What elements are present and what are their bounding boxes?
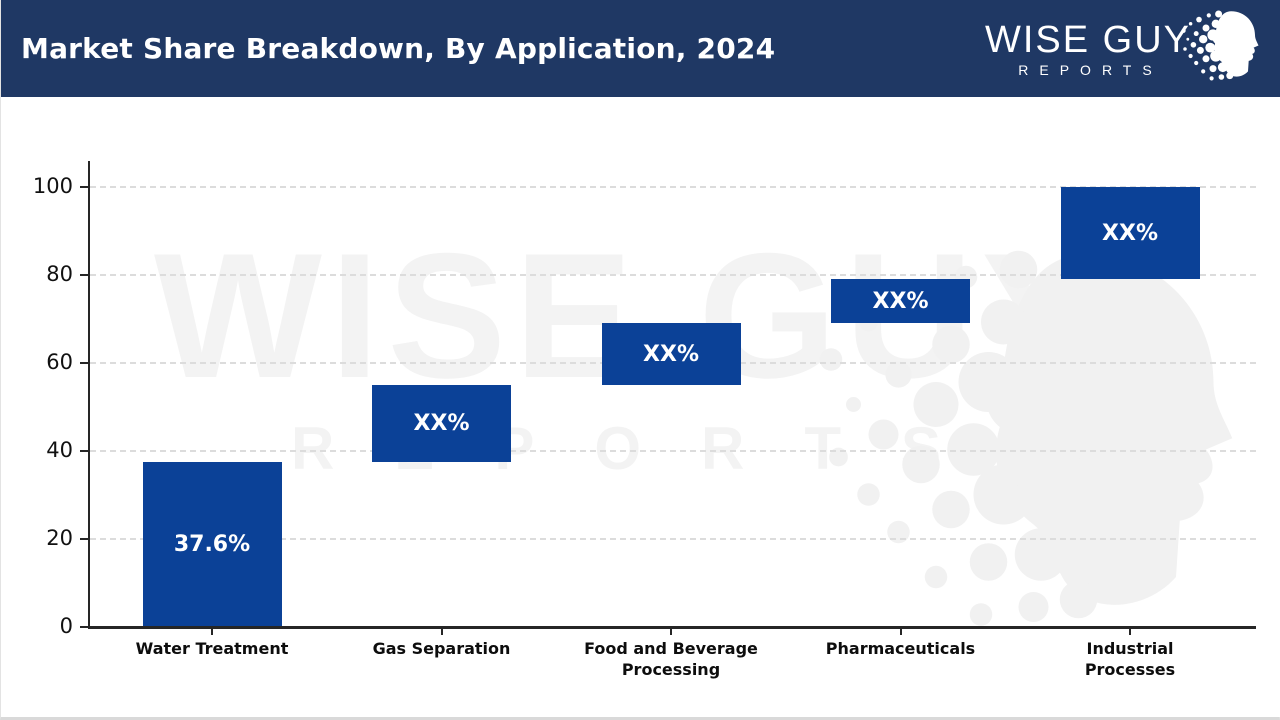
gridline-100 [90, 186, 1256, 188]
x-tick-industrial-processes [1129, 627, 1131, 635]
gridline-40 [90, 450, 1256, 452]
category-label-water-treatment: Water Treatment [135, 639, 289, 658]
y-tick-label-80: 80 [46, 262, 73, 286]
bar-water-treatment: 37.6% [142, 461, 282, 627]
y-tick-40 [80, 450, 89, 452]
category-label-gas-separation: Gas Separation [372, 639, 511, 658]
y-axis-line [88, 161, 90, 627]
x-tick-gas-separation [440, 627, 443, 635]
brand-logo: WISE GUY REPORTS [985, 7, 1263, 91]
y-tick-label-40: 40 [46, 438, 73, 462]
bar-industrial-processes: XX% [1060, 187, 1200, 280]
y-tick-80 [80, 274, 89, 276]
header: Market Share Breakdown, By Application, … [1, 0, 1280, 97]
category-label-industrial-processes: Industrial Processes [1084, 639, 1176, 679]
chart-area: WISE GUY REPORTS 0 20 40 60 80 100 37.6% Water … [1, 97, 1280, 717]
y-tick-100 [80, 186, 89, 188]
gridline-20 [90, 538, 1256, 540]
x-tick-water-treatment [211, 627, 213, 635]
bar-value-label-water-treatment: 37.6% [173, 531, 251, 557]
y-tick-60 [80, 362, 89, 364]
y-tick-label-20: 20 [46, 526, 73, 550]
category-label-food-and-beverage-processing: Food and Beverage Processing [584, 639, 758, 679]
y-tick-label-100: 100 [32, 174, 73, 198]
y-tick-20 [80, 538, 89, 540]
bar-value-label-pharmaceuticals: XX% [872, 288, 929, 314]
wise-guy-face-icon [1177, 7, 1263, 91]
page-title: Market Share Breakdown, By Application, … [21, 32, 776, 65]
category-label-pharmaceuticals: Pharmaceuticals [825, 639, 976, 658]
x-tick-food-and-beverage-processing [670, 627, 672, 635]
y-tick-0 [80, 626, 89, 628]
bar-pharmaceuticals: XX% [831, 279, 970, 324]
brand-logo-text: WISE GUY REPORTS [985, 21, 1191, 77]
bar-gas-separation: XX% [372, 385, 511, 462]
bar-value-label-gas-separation: XX% [413, 410, 470, 436]
bar-value-label-industrial-processes: XX% [1102, 220, 1158, 246]
x-tick-pharmaceuticals [899, 627, 902, 635]
x-axis-line [88, 626, 1256, 629]
y-tick-label-60: 60 [46, 350, 73, 374]
brand-name: WISE GUY [984, 18, 1191, 61]
y-tick-label-0: 0 [59, 614, 73, 638]
brand-subname: REPORTS [1018, 61, 1163, 78]
gridline-80 [90, 274, 1256, 276]
bar-value-label-food-and-beverage-processing: XX% [643, 341, 699, 367]
bar-food-and-beverage-processing: XX% [601, 323, 741, 385]
